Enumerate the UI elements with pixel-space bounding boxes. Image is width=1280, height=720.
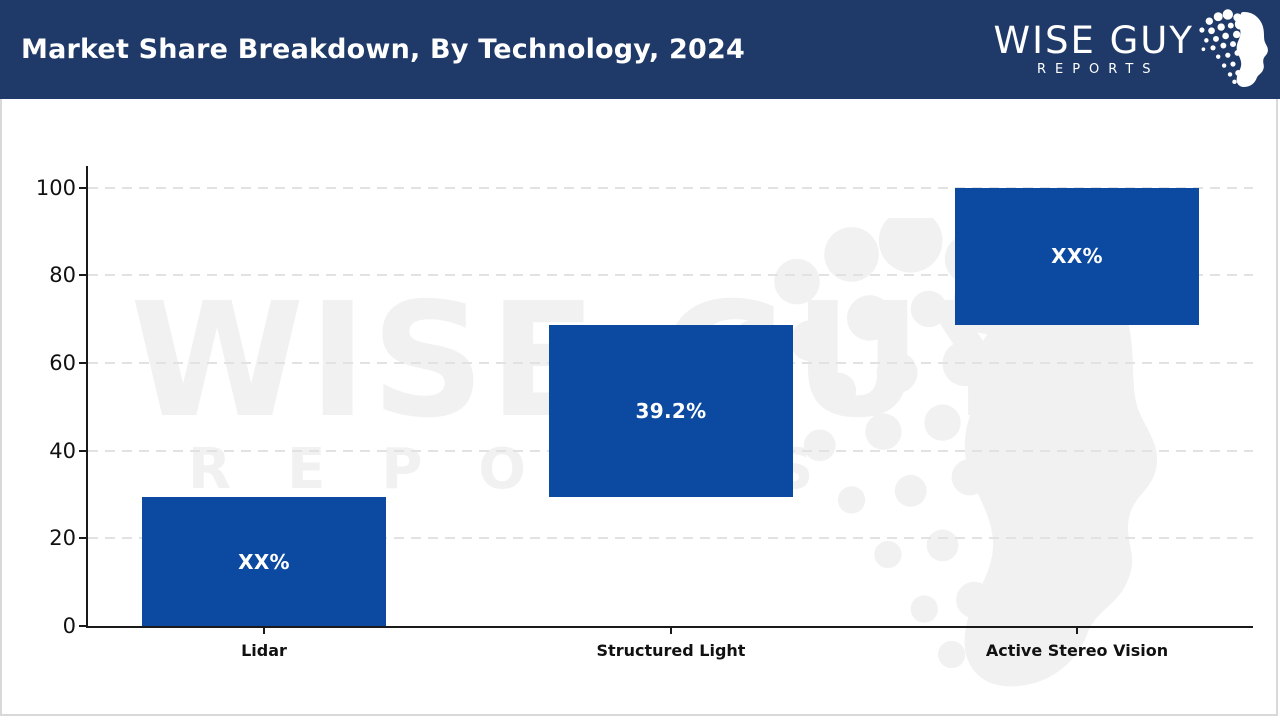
logo-subtext: REPORTS <box>1036 62 1160 78</box>
logo-wordmark: WISE GUY <box>993 18 1194 62</box>
watermark-face-icon <box>715 218 1170 700</box>
brand-logo-text: WISE GUY REPORTS <box>993 18 1194 78</box>
brand-logo: WISE GUY REPORTS <box>994 8 1280 92</box>
logo-face-icon <box>1196 8 1270 92</box>
chart-title: Market Share Breakdown, By Technology, 2… <box>21 34 746 65</box>
header-bar: Market Share Breakdown, By Technology, 2… <box>0 0 1280 99</box>
